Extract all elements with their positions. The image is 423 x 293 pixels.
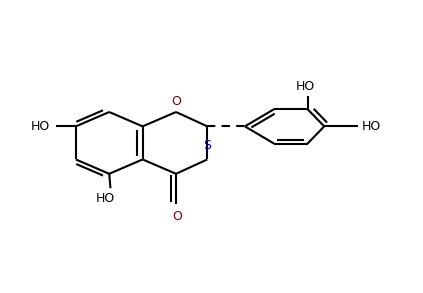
Text: O: O bbox=[172, 209, 182, 223]
Text: HO: HO bbox=[296, 80, 315, 93]
Text: HO: HO bbox=[96, 192, 115, 205]
Text: S: S bbox=[203, 139, 212, 151]
Text: O: O bbox=[171, 95, 181, 108]
Text: HO: HO bbox=[31, 120, 50, 133]
Text: HO: HO bbox=[362, 120, 381, 133]
